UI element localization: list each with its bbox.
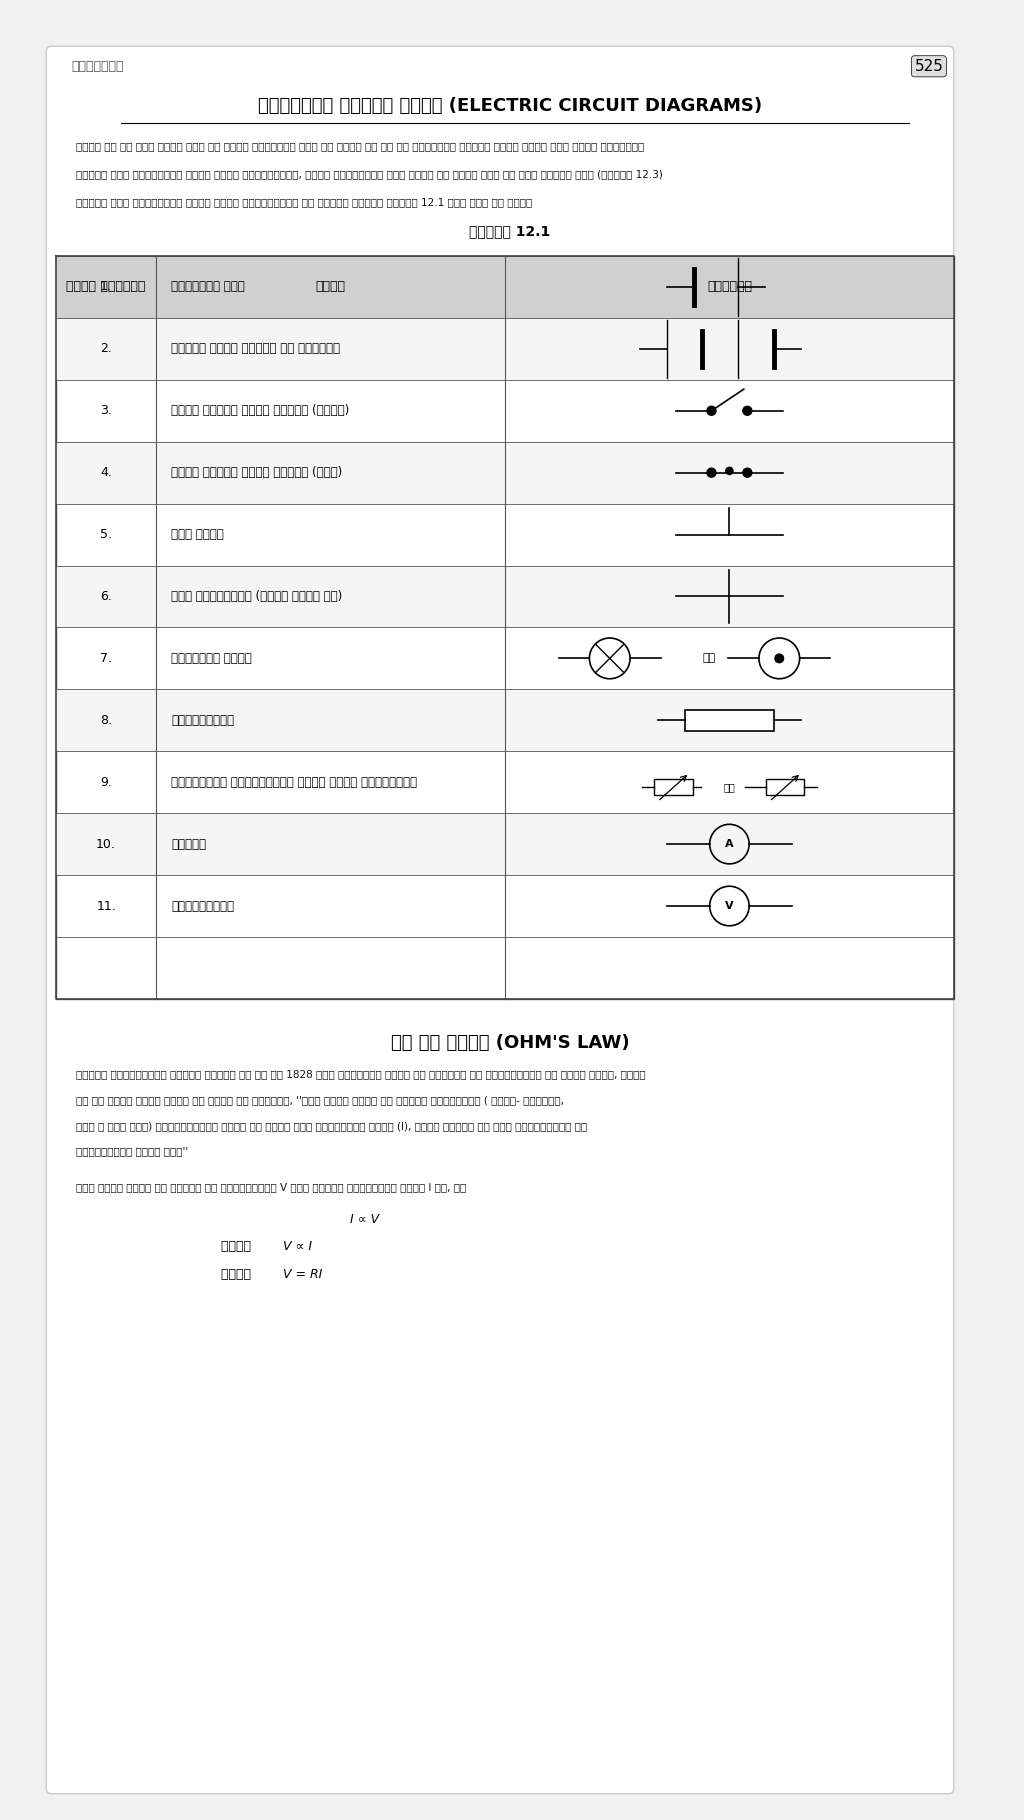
Text: क्रम संख्या: क्रम संख्या bbox=[67, 280, 145, 293]
Text: 1.: 1. bbox=[100, 280, 112, 293]
Text: 6.: 6. bbox=[100, 590, 112, 602]
Text: बैटरी अथवा सेलों का संयोजन: बैटरी अथवा सेलों का संयोजन bbox=[171, 342, 340, 355]
Text: 525: 525 bbox=[914, 58, 943, 75]
Circle shape bbox=[726, 468, 733, 475]
Text: परिपथ में प्रयुक्त होने वाली युक्तियाँ, उनकी व्यवस्था तथा धारा की दिशा आदि का बो: परिपथ में प्रयुक्त होने वाली युक्तियाँ, … bbox=[76, 169, 664, 178]
Text: A: A bbox=[725, 839, 734, 850]
Text: या: या bbox=[724, 783, 735, 792]
FancyBboxPatch shape bbox=[56, 318, 953, 380]
Text: तार क्रॉसिंग (बिना सेतु के): तार क्रॉसिंग (बिना सेतु के) bbox=[171, 590, 342, 602]
FancyBboxPatch shape bbox=[56, 814, 953, 875]
Text: अथवा        V = RI: अथवा V = RI bbox=[221, 1269, 323, 1281]
Text: वैद्युत परिपथ आरेख (ELECTRIC CIRCUIT DIAGRAMS): वैद्युत परिपथ आरेख (ELECTRIC CIRCUIT DIA… bbox=[258, 96, 762, 115]
Text: जैसा कि हम पढ़ चुके हैं कि किसी विद्युत भार के सतत् वन पथ को विद्युत परिपथ कहते : जैसा कि हम पढ़ चुके हैं कि किसी विद्युत … bbox=[76, 142, 644, 151]
Text: 5.: 5. bbox=[100, 528, 112, 541]
Text: वोल्टमीटर: वोल्टमीटर bbox=[171, 899, 233, 912]
Text: अथवा        V ∝ I: अथवा V ∝ I bbox=[221, 1241, 312, 1254]
Text: सारणी 12.1: सारणी 12.1 bbox=[469, 224, 551, 238]
Text: परिवर्ती प्रतिरोधक अथवा धारा नियंत्रक: परिवर्ती प्रतिरोधक अथवा धारा नियंत्रक bbox=[171, 775, 417, 788]
Text: विज्ञान: विज्ञान bbox=[72, 60, 124, 73]
FancyBboxPatch shape bbox=[56, 690, 953, 752]
Text: या: या bbox=[702, 653, 716, 662]
Circle shape bbox=[707, 406, 716, 415]
Text: तार सेतु: तार सेतु bbox=[171, 528, 223, 541]
Text: परिपथ में प्रयुक्त होने वाली युक्तियों के संकेत चित्र सारणी 12.1 में दिए गए हैं।: परिपथ में प्रयुक्त होने वाली युक्तियों क… bbox=[76, 197, 532, 207]
Text: 9.: 9. bbox=[100, 775, 112, 788]
Text: ताप व दाब आदि) अपरिवर्तित रहें तो चालक में प्रवाहित धारा (I), इसके सिरों के बीच : ताप व दाब आदि) अपरिवर्तित रहें तो चालक म… bbox=[76, 1121, 588, 1130]
Text: विद्युत बल्ब: विद्युत बल्ब bbox=[171, 652, 252, 664]
Circle shape bbox=[774, 653, 784, 662]
Text: 10.: 10. bbox=[96, 837, 116, 850]
Text: यदि किसी चालक के सिरों पर विभवान्तर V तथा उसमें प्रवाहित धारा I हो, तो: यदि किसी चालक के सिरों पर विभवान्तर V तथ… bbox=[76, 1183, 467, 1192]
Text: विद्युत सेल: विद्युत सेल bbox=[171, 280, 245, 293]
Text: अवयव: अवयव bbox=[315, 280, 345, 293]
Text: 7.: 7. bbox=[100, 652, 112, 664]
Text: प्रतिरोधक: प्रतिरोधक bbox=[171, 713, 233, 726]
FancyBboxPatch shape bbox=[684, 710, 774, 732]
Text: 3.: 3. bbox=[100, 404, 112, 417]
Text: प्रतीक: प्रतीक bbox=[707, 280, 752, 293]
FancyBboxPatch shape bbox=[56, 442, 953, 504]
Text: I ∝ V: I ∝ V bbox=[350, 1212, 380, 1225]
Circle shape bbox=[742, 468, 752, 477]
FancyBboxPatch shape bbox=[654, 779, 692, 795]
FancyBboxPatch shape bbox=[56, 566, 953, 628]
FancyBboxPatch shape bbox=[56, 257, 953, 999]
Text: जर्मन वैज्ञानिक जार्ज साइमन ओम ने सन 1828 में विद्युत धारा के प्रवाह से सम्बन्धि: जर्मन वैज्ञानिक जार्ज साइमन ओम ने सन 182… bbox=[76, 1068, 646, 1079]
Text: अमीटर: अमीटर bbox=[171, 837, 206, 850]
Text: 8.: 8. bbox=[100, 713, 112, 726]
Text: प्लग कुंजी अथवा स्विच (खुली): प्लग कुंजी अथवा स्विच (खुली) bbox=[171, 404, 349, 417]
Circle shape bbox=[707, 468, 716, 477]
Text: 2.: 2. bbox=[100, 342, 112, 355]
Text: प्लग कुंजी अथवा स्विच (बंद): प्लग कुंजी अथवा स्विच (बंद) bbox=[171, 466, 342, 479]
Text: ओम का नियम (OHM'S LAW): ओम का नियम (OHM'S LAW) bbox=[391, 1034, 630, 1052]
FancyBboxPatch shape bbox=[56, 257, 953, 318]
Text: समानुपाती होती है।'': समानुपाती होती है।'' bbox=[76, 1147, 188, 1158]
FancyBboxPatch shape bbox=[46, 46, 953, 1795]
Text: ओम का नियम कहते हैं। इस नियम के अनुसार, ''यदि किसी चालक की भौतिक अवस्थाएँ ( जैसे: ओम का नियम कहते हैं। इस नियम के अनुसार, … bbox=[76, 1094, 564, 1105]
Text: 11.: 11. bbox=[96, 899, 116, 912]
Circle shape bbox=[742, 406, 752, 415]
Text: V: V bbox=[725, 901, 734, 912]
FancyBboxPatch shape bbox=[766, 779, 805, 795]
Text: 4.: 4. bbox=[100, 466, 112, 479]
